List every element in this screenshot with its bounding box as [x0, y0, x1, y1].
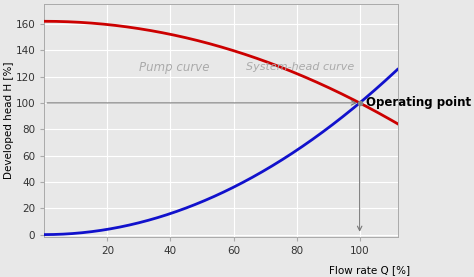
Text: Operating point: Operating point	[366, 96, 471, 109]
X-axis label: Flow rate Q [%]: Flow rate Q [%]	[328, 265, 410, 275]
Text: Pump curve: Pump curve	[139, 61, 210, 74]
Y-axis label: Developed head H [%]: Developed head H [%]	[4, 62, 14, 179]
Text: System-head curve: System-head curve	[246, 62, 355, 72]
